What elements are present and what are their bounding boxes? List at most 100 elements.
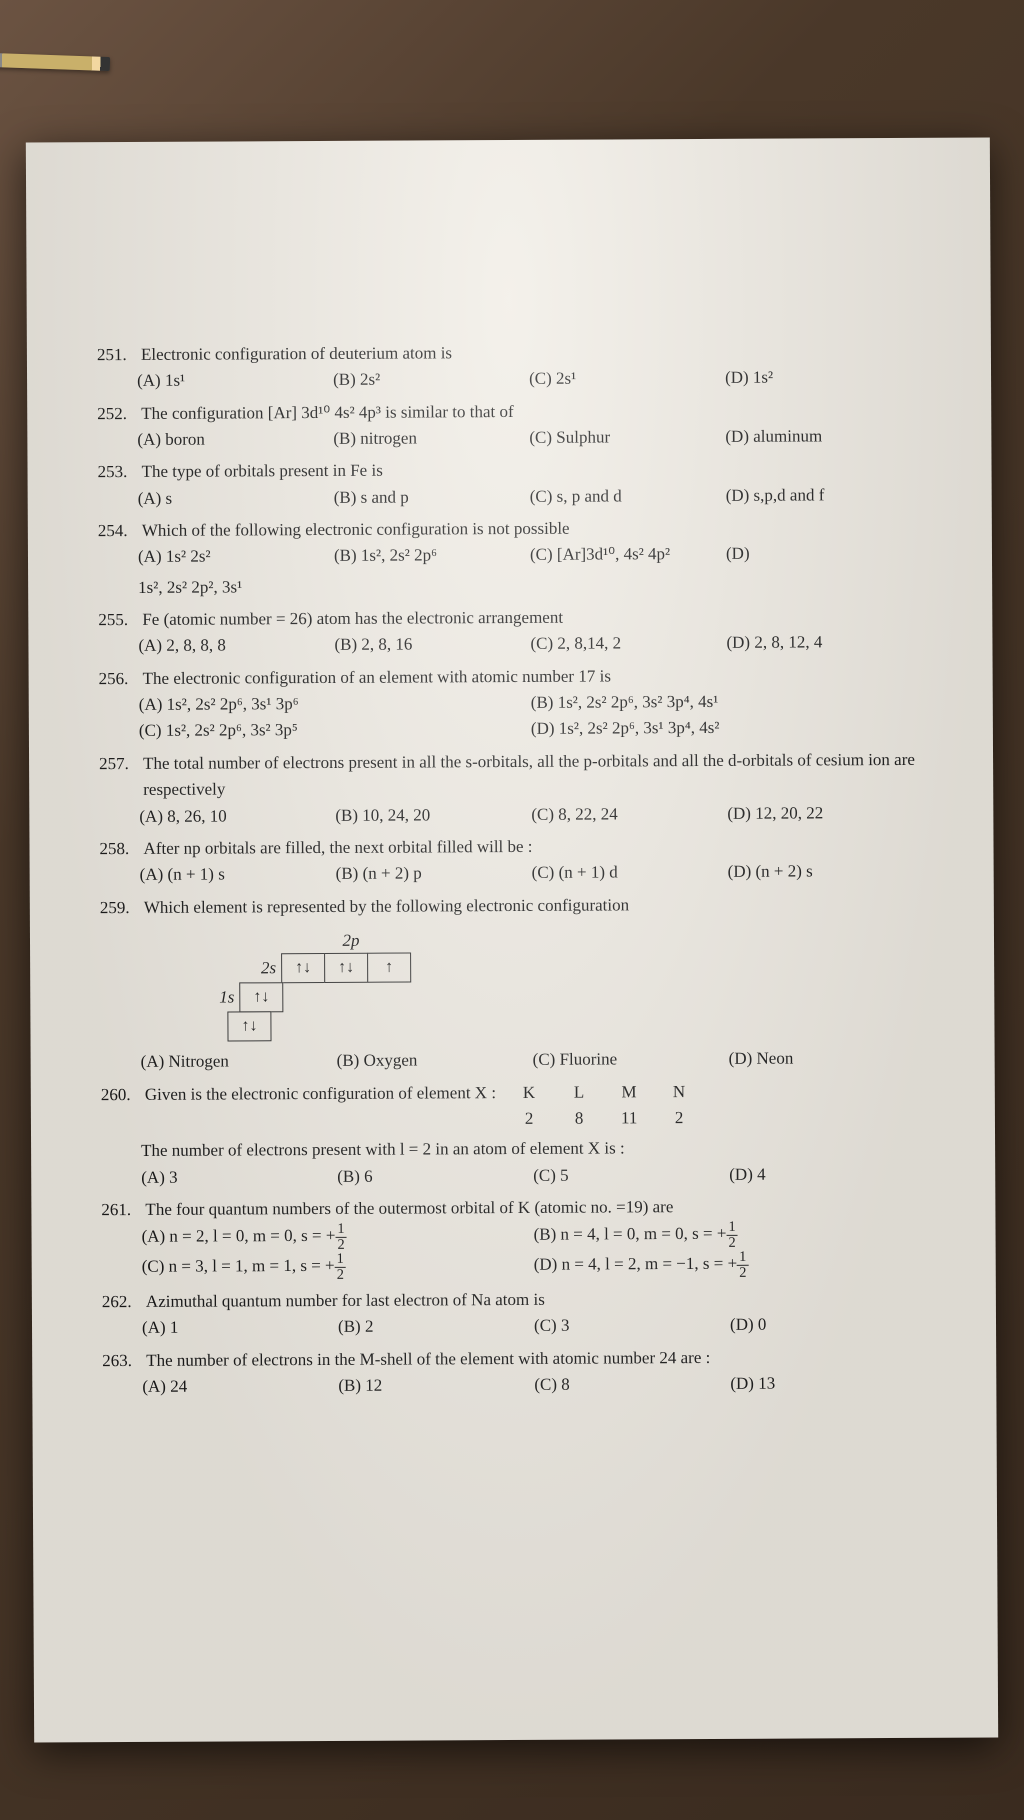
question-number: 262. bbox=[102, 1289, 146, 1316]
question-number: 251. bbox=[97, 342, 141, 369]
question-number: 253. bbox=[97, 459, 141, 486]
option-b: (B) 1s², 2s² 2p⁶, 3s² 3p⁴, 4s¹ bbox=[531, 688, 923, 716]
question-text: Given is the electronic configuration of… bbox=[145, 1080, 496, 1108]
shell-n: N bbox=[654, 1079, 704, 1106]
option-b: (B) s and p bbox=[334, 484, 530, 511]
option-c: (C) 8 bbox=[534, 1371, 730, 1398]
desk-surface: 251. Electronic configuration of deuteri… bbox=[0, 0, 1024, 1820]
orb-box: ↑↓ bbox=[281, 953, 325, 983]
option-d: (D) 12, 20, 22 bbox=[727, 799, 923, 826]
option-a: (A) Nitrogen bbox=[141, 1048, 337, 1075]
option-a: (A) 24 bbox=[142, 1373, 338, 1400]
opt-b-text: (B) n = 4, l = 0, m = 0, s = + bbox=[533, 1224, 726, 1244]
half-icon: 12 bbox=[335, 1222, 346, 1252]
question-252: 252. The configuration [Ar] 3d¹⁰ 4s² 4p³… bbox=[97, 397, 921, 454]
question-text: The configuration [Ar] 3d¹⁰ 4s² 4p³ is s… bbox=[141, 399, 514, 427]
question-260: 260. Given is the electronic configurati… bbox=[101, 1077, 926, 1191]
option-b: (B) 6 bbox=[337, 1162, 533, 1189]
option-c: (C) Fluorine bbox=[533, 1046, 729, 1073]
question-number: 258. bbox=[99, 836, 143, 863]
option-d: (D) n = 4, l = 2, m = −1, s = +12 bbox=[534, 1249, 926, 1281]
option-d: (D) 1s², 2s² 2p⁶, 3s¹ 3p⁴, 4s² bbox=[531, 714, 923, 742]
half-icon: 12 bbox=[737, 1250, 748, 1280]
question-text: The electronic configuration of an eleme… bbox=[143, 663, 611, 692]
pencil-decor bbox=[0, 53, 110, 71]
label-1s: 1s bbox=[204, 984, 240, 1011]
half-icon: 12 bbox=[726, 1220, 737, 1250]
option-c: (C) 2, 8,14, 2 bbox=[530, 630, 726, 657]
question-text: Which element is represented by the foll… bbox=[144, 892, 629, 921]
question-261: 261. The four quantum numbers of the out… bbox=[101, 1193, 925, 1283]
label-2s: 2s bbox=[246, 955, 282, 982]
option-d-cont: 1s², 2s² 2p², 3s¹ bbox=[138, 571, 922, 601]
option-d: (D) 2, 8, 12, 4 bbox=[726, 629, 922, 656]
question-text: Azimuthal quantum number for last electr… bbox=[146, 1287, 545, 1315]
option-b: (B) nitrogen bbox=[333, 425, 529, 452]
question-257: 257. The total number of electrons prese… bbox=[99, 747, 923, 830]
option-a: (A) (n + 1) s bbox=[140, 861, 336, 888]
question-number: 263. bbox=[102, 1348, 146, 1375]
option-d: (D) 0 bbox=[730, 1311, 926, 1338]
option-b: (B) 10, 24, 20 bbox=[335, 801, 531, 828]
option-c: (C) n = 3, l = 1, m = 1, s = +12 bbox=[142, 1251, 534, 1283]
shell-m: M bbox=[604, 1079, 654, 1106]
orbital-diagram: 2p 2s ↑↓ ↑↓ ↑ 1s ↑↓ ↑↓ bbox=[180, 925, 925, 1042]
option-b: (B) 2s² bbox=[333, 366, 529, 393]
option-d: (D) Neon bbox=[729, 1045, 925, 1072]
option-a: (A) 3 bbox=[141, 1164, 337, 1191]
question-text: After np orbitals are filled, the next o… bbox=[143, 834, 532, 862]
question-text: The four quantum numbers of the outermos… bbox=[145, 1194, 673, 1223]
question-text: Electronic configuration of deuterium at… bbox=[141, 340, 452, 368]
option-c: (C) 1s², 2s² 2p⁶, 3s² 3p⁵ bbox=[139, 716, 531, 744]
option-b: (B) 2 bbox=[338, 1313, 534, 1340]
option-c: (C) 3 bbox=[534, 1312, 730, 1339]
opt-d-text: (D) n = 4, l = 2, m = −1, s = + bbox=[534, 1254, 738, 1274]
question-text: The number of electrons in the M-shell o… bbox=[146, 1345, 710, 1374]
question-259: 259. Which element is represented by the… bbox=[100, 890, 925, 1075]
orb-box: ↑↓ bbox=[239, 982, 283, 1012]
opt-c-text: (C) n = 3, l = 1, m = 1, s = + bbox=[142, 1256, 335, 1276]
question-256: 256. The electronic configuration of an … bbox=[99, 662, 923, 745]
option-a: (A) boron bbox=[137, 426, 333, 453]
option-b: (B) n = 4, l = 0, m = 0, s = +12 bbox=[533, 1219, 925, 1251]
option-a: (A) 1s² 2s² bbox=[138, 543, 334, 570]
question-258: 258. After np orbitals are filled, the n… bbox=[99, 832, 923, 889]
question-263: 263. The number of electrons in the M-sh… bbox=[102, 1344, 926, 1401]
orb-box: ↑↓ bbox=[227, 1011, 271, 1041]
half-icon: 12 bbox=[335, 1252, 346, 1282]
option-a: (A) n = 2, l = 0, m = 0, s = +12 bbox=[141, 1221, 533, 1253]
option-a: (A) 2, 8, 8, 8 bbox=[138, 632, 334, 659]
question-text: Fe (atomic number = 26) atom has the ele… bbox=[142, 605, 563, 634]
worksheet-page: 251. Electronic configuration of deuteri… bbox=[26, 137, 998, 1742]
question-number: 259. bbox=[100, 894, 144, 921]
option-d: (D) 1s² bbox=[725, 364, 921, 391]
question-number: 256. bbox=[99, 666, 143, 693]
question-text: Which of the following electronic config… bbox=[142, 516, 570, 545]
opt-a-text: (A) n = 2, l = 0, m = 0, s = + bbox=[141, 1226, 335, 1246]
question-number: 260. bbox=[101, 1081, 145, 1108]
option-d: (D) aluminum bbox=[725, 423, 921, 450]
shell-table: K L M N 2 8 11 2 bbox=[504, 1079, 704, 1133]
option-a: (A) s bbox=[138, 485, 334, 512]
option-d: (D) 4 bbox=[729, 1160, 925, 1187]
question-254: 254. Which of the following electronic c… bbox=[98, 514, 922, 601]
option-b: (B) Oxygen bbox=[337, 1047, 533, 1074]
question-number: 261. bbox=[101, 1197, 145, 1224]
question-253: 253. The type of orbitals present in Fe … bbox=[97, 455, 921, 512]
option-b: (B) 1s², 2s² 2p⁶ bbox=[334, 542, 530, 569]
option-d: (D) bbox=[726, 540, 922, 567]
option-c: (C) 2s¹ bbox=[529, 365, 725, 392]
label-2p: 2p bbox=[288, 927, 420, 954]
shell-nv: 2 bbox=[654, 1105, 704, 1132]
option-b: (B) (n + 2) p bbox=[336, 860, 532, 887]
shell-mv: 11 bbox=[604, 1105, 654, 1132]
option-c: (C) Sulphur bbox=[529, 424, 725, 451]
option-d: (D) 13 bbox=[730, 1370, 926, 1397]
question-number: 257. bbox=[99, 751, 143, 804]
option-b: (B) 12 bbox=[338, 1372, 534, 1399]
option-d: (D) (n + 2) s bbox=[728, 858, 924, 885]
question-text-2: The number of electrons present with l =… bbox=[141, 1134, 925, 1164]
question-251: 251. Electronic configuration of deuteri… bbox=[97, 338, 921, 395]
question-262: 262. Azimuthal quantum number for last e… bbox=[102, 1285, 926, 1342]
orb-box: ↑↓ bbox=[324, 953, 368, 983]
